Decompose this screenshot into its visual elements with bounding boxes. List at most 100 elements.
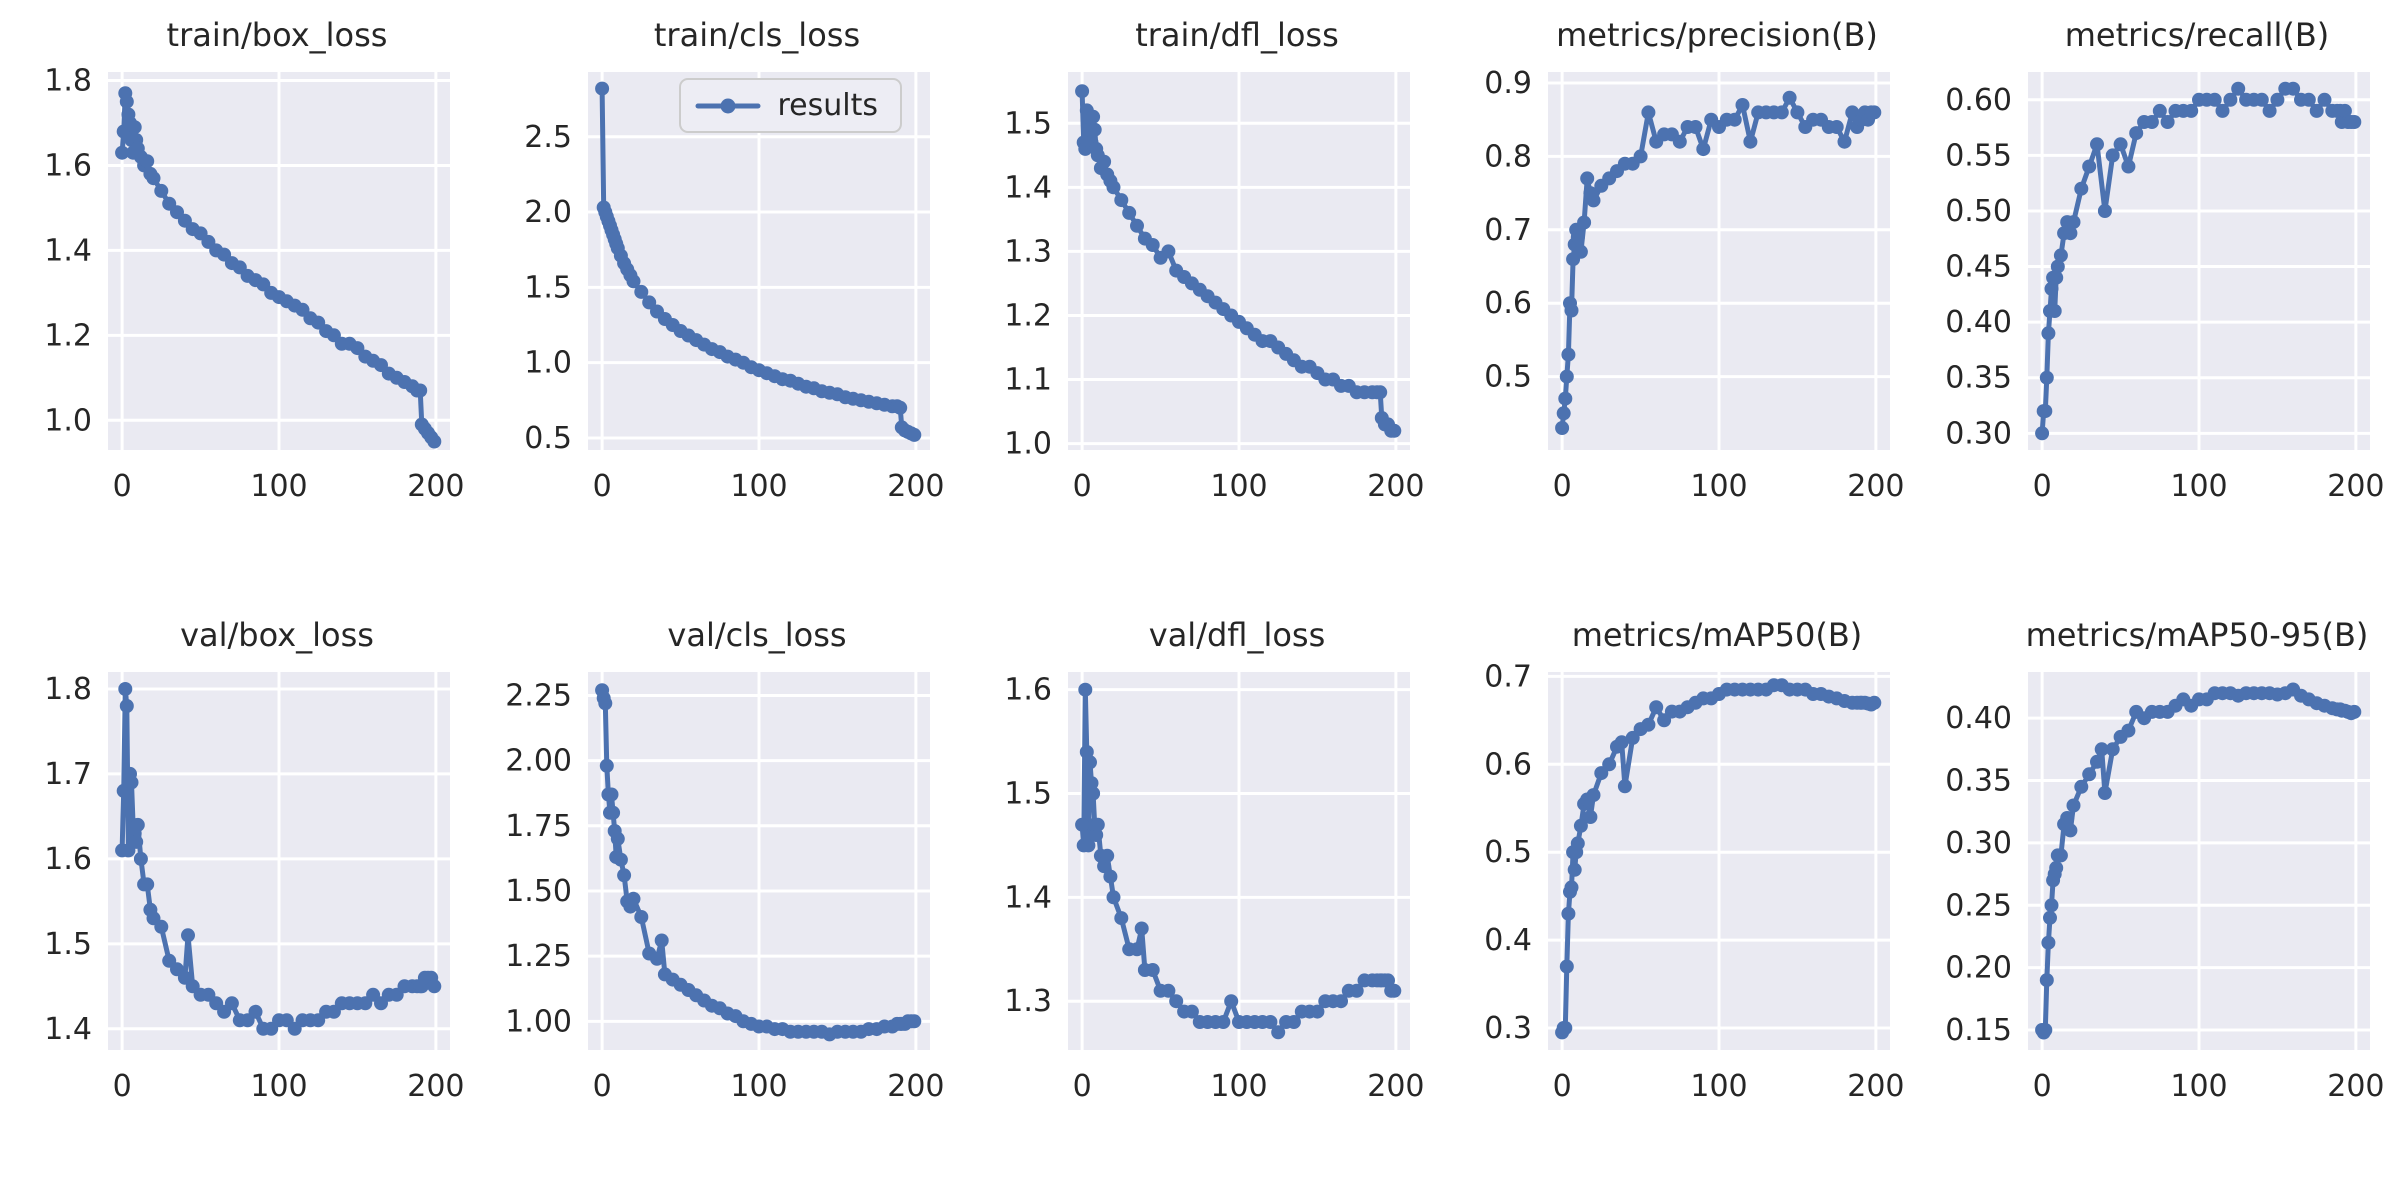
x-tick-label: 0 [113, 1069, 132, 1104]
data-point [1577, 215, 1592, 230]
data-point [1114, 911, 1129, 926]
data-point [1829, 120, 1844, 134]
data-point [626, 891, 641, 906]
data-point [2286, 81, 2301, 96]
y-tick-label: 1.5 [1004, 106, 1052, 141]
data-point [907, 427, 922, 442]
data-point [2066, 798, 2081, 813]
data-point [118, 682, 133, 696]
y-tick-label: 0.5 [1484, 835, 1532, 870]
x-tick-label: 0 [113, 469, 132, 504]
y-tick-label: 0.45 [1945, 250, 2012, 285]
data-point [2094, 742, 2109, 757]
data-point [2090, 137, 2104, 152]
data-point [140, 877, 155, 892]
data-point [2049, 860, 2064, 875]
x-tick-label: 200 [407, 469, 464, 504]
data-point [1555, 421, 1570, 435]
y-tick-label: 0.40 [1945, 701, 2012, 736]
data-point [2082, 159, 2097, 174]
x-tick-label: 200 [2327, 469, 2384, 504]
data-point [2152, 103, 2167, 118]
subplot-metrics-precision: metrics/precision(B) 0 100 200 0.5 0.6 0.7 0.8… [1440, 0, 1920, 600]
data-point [1696, 142, 1711, 157]
data-point [127, 120, 142, 135]
data-point [1570, 230, 1585, 245]
y-tick-label: 1.1 [1004, 363, 1052, 398]
data-point [1161, 983, 1176, 998]
x-tick-label: 0 [1553, 1069, 1572, 1104]
data-point [2223, 92, 2238, 107]
x-tick-label: 100 [730, 469, 787, 504]
data-point [1134, 921, 1149, 936]
y-tick-label: 2.00 [505, 744, 572, 779]
y-tick-label: 2.5 [524, 120, 572, 155]
data-point [1774, 105, 1789, 120]
data-point [595, 81, 610, 96]
data-point [1558, 391, 1573, 406]
data-point [133, 851, 148, 866]
data-point [1075, 817, 1090, 832]
data-point [1641, 105, 1656, 120]
subplot-title-train-box-loss: train/box_loss [166, 16, 388, 54]
y-tick-label: 0.60 [1945, 83, 2012, 118]
subplot-val-box-loss: val/box_loss 0 100 200 1.4 1.5 1.6 1.7 1.8 [0, 600, 480, 1200]
legend-label: results [777, 88, 878, 123]
data-point [413, 383, 428, 398]
data-point [1145, 238, 1160, 252]
data-point [1084, 776, 1099, 791]
data-point [1649, 700, 1664, 715]
subplot-title-train-dfl-loss: train/dfl_loss [1135, 16, 1339, 54]
data-point [1130, 942, 1144, 957]
x-tick-label: 100 [1210, 1069, 1267, 1104]
data-point [2215, 103, 2230, 118]
subplot-train-cls-loss: train/cls_loss 0 100 200 0.5 1.0 1.5 2.0 2.5 re… [480, 0, 960, 600]
data-point [2337, 103, 2352, 118]
y-tick-label: 1.2 [1004, 298, 1052, 333]
y-tick-label: 1.2 [44, 318, 92, 353]
y-tick-label: 1.8 [44, 63, 92, 98]
x-tick-label: 0 [1553, 469, 1572, 504]
y-tick-label: 1.8 [44, 672, 92, 707]
data-point [154, 183, 169, 198]
data-point [2053, 848, 2068, 863]
x-tick-label: 200 [2327, 1069, 2384, 1104]
y-tick-label: 1.0 [1004, 427, 1052, 462]
data-point [1570, 836, 1585, 851]
data-point [1100, 848, 1115, 863]
y-tick-label: 0.6 [1484, 747, 1532, 782]
data-point [119, 94, 134, 109]
data-point [1224, 994, 1239, 1009]
data-point [1106, 890, 1121, 905]
data-point [604, 787, 619, 802]
data-point [1083, 755, 1097, 770]
data-point [1087, 122, 1102, 137]
y-tick-label: 0.6 [1484, 286, 1532, 321]
x-tick-label: 100 [730, 1069, 787, 1104]
data-point [599, 758, 614, 773]
data-point [1271, 1025, 1286, 1040]
data-point [1373, 385, 1388, 400]
data-point [2129, 126, 2144, 141]
data-point [2317, 92, 2332, 107]
data-point [1387, 423, 1402, 438]
data-point [1586, 193, 1601, 208]
x-tick-label: 0 [593, 469, 612, 504]
x-tick-label: 200 [1367, 1069, 1424, 1104]
data-point [427, 434, 442, 449]
data-point [654, 933, 669, 948]
y-tick-label: 1.4 [44, 233, 92, 268]
x-tick-label: 100 [1210, 469, 1267, 504]
data-point [1086, 786, 1101, 801]
data-point [1089, 828, 1104, 842]
data-point [2309, 103, 2324, 118]
data-point [130, 817, 145, 832]
data-point [1735, 98, 1750, 112]
y-tick-label: 0.4 [1484, 923, 1532, 958]
y-tick-label: 0.30 [1945, 416, 2012, 451]
x-tick-label: 100 [1690, 469, 1747, 504]
x-tick-label: 100 [250, 469, 307, 504]
data-point [598, 696, 613, 711]
data-point [2347, 115, 2362, 129]
data-point [1081, 838, 1096, 853]
